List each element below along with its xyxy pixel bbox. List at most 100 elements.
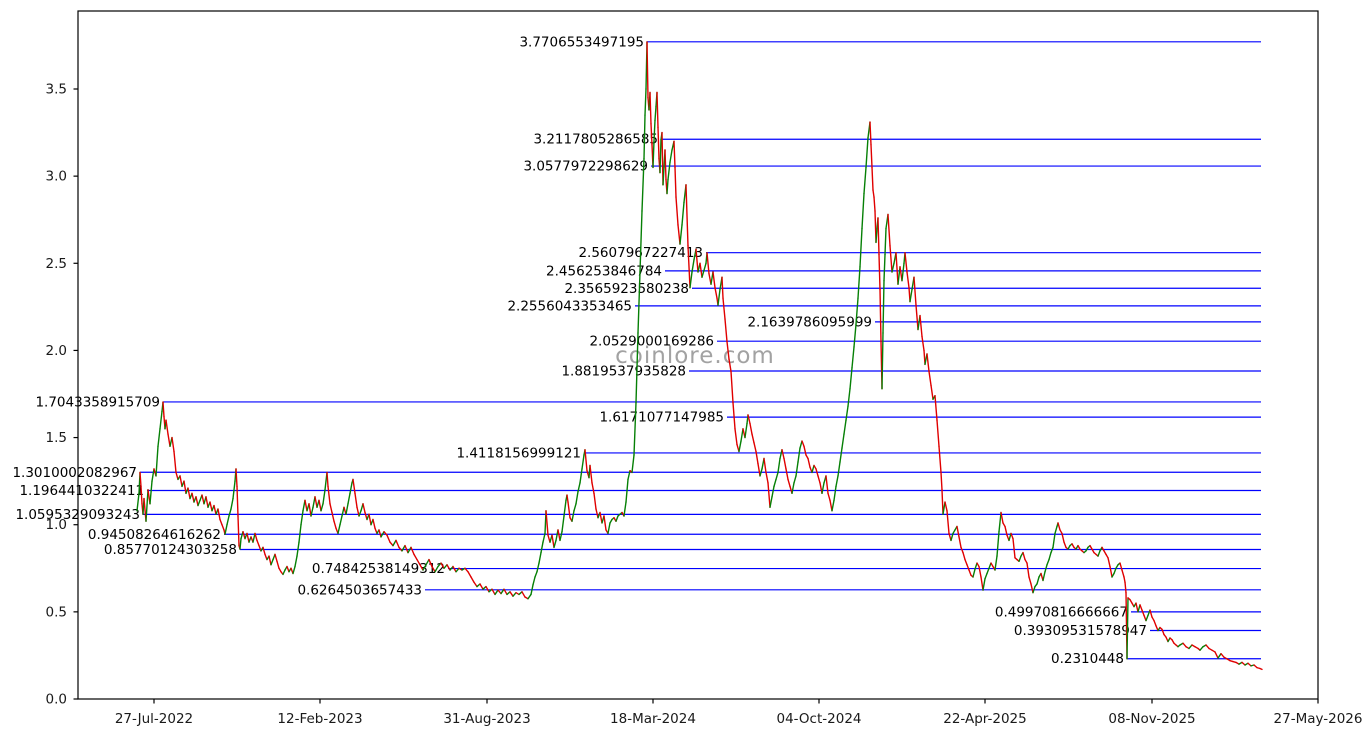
- price-segment: [331, 511, 335, 522]
- y-tick-label: 0.0: [46, 692, 67, 708]
- price-segment: [861, 192, 865, 230]
- price-level-label: 0.2310448: [1051, 651, 1124, 667]
- price-segment: [497, 589, 502, 595]
- price-level-label: 1.6171077147985: [599, 410, 724, 426]
- price-segment: [849, 367, 853, 390]
- price-segment: [938, 445, 942, 474]
- price-level-label: 0.74842538149312: [312, 561, 445, 577]
- price-level-label: 3.7706553497195: [519, 34, 644, 50]
- price-segment: [1188, 644, 1193, 650]
- price-segment: [183, 480, 187, 495]
- price-segment: [449, 565, 454, 571]
- price-segment: [167, 433, 171, 447]
- price-segment: [732, 402, 736, 430]
- price-segment: [901, 262, 905, 282]
- price-segment: [221, 524, 225, 531]
- price-level-label: 2.0529000169286: [589, 334, 714, 350]
- price-segment: [314, 496, 318, 508]
- price-segment: [726, 341, 730, 360]
- price-segment: [532, 576, 536, 586]
- price-segment: [946, 510, 950, 535]
- price-segment: [201, 494, 205, 505]
- price-segment: [944, 501, 948, 512]
- price-segment: [230, 497, 234, 510]
- price-segment: [425, 558, 430, 566]
- price-segment: [950, 532, 954, 542]
- price-segment: [744, 422, 748, 439]
- price-segment: [599, 511, 603, 524]
- price-segment: [691, 259, 695, 273]
- price-segment: [603, 515, 607, 531]
- price-segment: [434, 565, 439, 573]
- price-segment: [897, 266, 901, 285]
- price-segment: [755, 450, 759, 465]
- price-level-label: 1.3010002082967: [12, 465, 137, 481]
- price-segment: [930, 384, 934, 400]
- axes-frame: [73, 10, 1319, 704]
- price-segment: [205, 496, 209, 508]
- price-segment: [1012, 537, 1016, 559]
- price-segment: [410, 546, 415, 556]
- price-segment: [607, 522, 611, 535]
- price-segment: [326, 471, 329, 488]
- price-segment: [657, 126, 660, 160]
- price-segment: [173, 450, 177, 474]
- price-segment: [561, 515, 565, 533]
- price-segment: [699, 262, 703, 278]
- price-segment: [775, 471, 779, 481]
- price-segment: [446, 564, 451, 571]
- price-segment: [1044, 564, 1048, 573]
- price-segment: [721, 276, 724, 299]
- price-segment: [1052, 532, 1056, 549]
- price-segment: [571, 510, 575, 522]
- price-segment: [641, 158, 645, 212]
- price-segment: [187, 487, 191, 500]
- price-segment: [855, 297, 859, 325]
- price-segment: [906, 271, 910, 289]
- price-segment: [724, 318, 728, 343]
- price-segment: [717, 288, 721, 306]
- price-segment: [763, 457, 767, 474]
- price-segment: [1214, 651, 1219, 659]
- price-segment: [213, 504, 217, 515]
- price-segment: [869, 121, 872, 146]
- price-segment: [881, 332, 884, 390]
- price-segment: [341, 506, 345, 517]
- price-segment: [157, 428, 161, 447]
- x-tick-label: 27-May-2026: [1274, 711, 1363, 727]
- price-segment: [228, 508, 232, 517]
- price-segment: [534, 571, 538, 578]
- price-segment: [595, 508, 599, 519]
- price-segment: [771, 485, 775, 498]
- price-segment: [254, 532, 258, 542]
- price-segment: [347, 492, 351, 505]
- price-segment: [666, 178, 669, 195]
- price-segment: [722, 297, 726, 320]
- price-segment: [380, 530, 385, 538]
- price-segment: [687, 245, 691, 289]
- price-segment: [1032, 585, 1036, 594]
- price-segment: [579, 468, 583, 484]
- price-segment: [545, 510, 549, 536]
- x-tick-label: 18-Mar-2024: [610, 711, 696, 727]
- price-segment: [252, 532, 256, 543]
- price-level-label: 1.8819537935828: [561, 364, 686, 380]
- price-segment: [913, 276, 917, 306]
- price-segment: [329, 503, 333, 514]
- y-tick-label: 1.5: [46, 430, 67, 446]
- price-segment: [877, 217, 880, 256]
- price-segment: [179, 475, 183, 488]
- price-segment: [286, 565, 290, 573]
- price-segment: [653, 119, 656, 142]
- price-segment: [941, 489, 944, 515]
- x-tick-label: 22-Apr-2025: [943, 711, 1026, 727]
- price-segment: [268, 555, 272, 566]
- price-segment: [887, 213, 891, 247]
- price-segment: [988, 562, 992, 569]
- price-segment: [1113, 567, 1117, 575]
- price-segment: [337, 524, 341, 535]
- price-segment: [659, 138, 662, 174]
- price-segment: [882, 280, 885, 334]
- price-segment: [870, 144, 873, 169]
- price-segment: [934, 395, 938, 421]
